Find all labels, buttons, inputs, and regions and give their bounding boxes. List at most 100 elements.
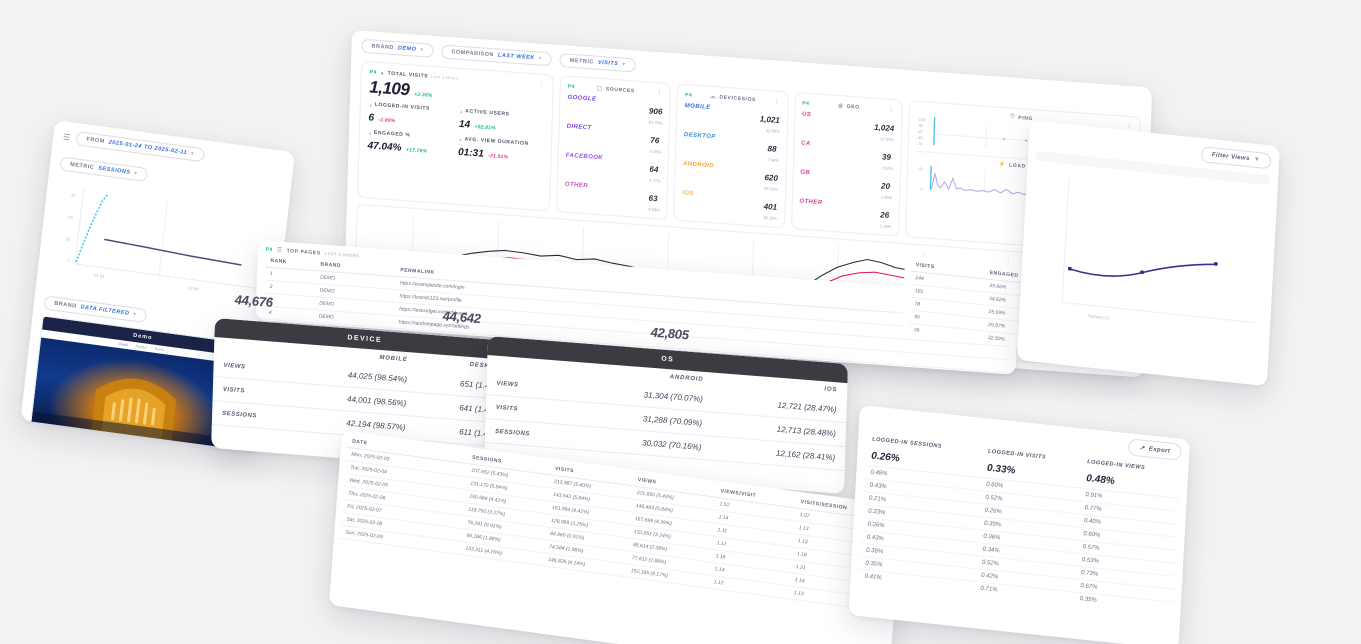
loggedin-table-sheet: ↗ Export Logged-in Sessions Logged-in Vi…: [848, 405, 1190, 644]
breakdown-row: Other 63 5.68%: [564, 182, 660, 213]
breakdown-row-label: Google: [567, 94, 597, 103]
breakdown-row-value: 39: [881, 152, 892, 162]
preview-tab-stories[interactable]: Stories: [135, 344, 147, 350]
breakdown-row-pct: 92.34%: [880, 136, 894, 143]
layers-icon: ▢: [596, 85, 603, 93]
breakdown-row: US 1,024 92.34%: [801, 112, 894, 143]
breakdown-row-label: Facebook: [565, 152, 604, 162]
brand-filter-value: Data Filtered: [80, 304, 130, 317]
kpi-card: P4 ▲ Total Visits Last 3 Hours ⋮ 1,109 +…: [356, 60, 555, 212]
filter-metric-label: Metric: [569, 57, 595, 66]
chart-icon: ▲: [379, 69, 385, 76]
breakdown-row-pct: 7.94%: [767, 157, 779, 163]
breakdown-row-label: iOS: [682, 190, 694, 197]
breakdown-row: Android 620 55.91%: [682, 161, 778, 192]
kpi-title: Total Visits: [387, 70, 429, 80]
breakdown-row-value: 1,021: [759, 114, 780, 125]
chevron-down-icon: ▾: [132, 311, 137, 318]
breakdown-row-value: 63: [648, 193, 658, 204]
trend-icon: ▲: [459, 108, 464, 114]
filter-brand[interactable]: Brand DEMO ▾: [361, 38, 434, 58]
kebab-menu-icon[interactable]: ⋮: [538, 81, 545, 88]
breakdown-row-pct: 5.68%: [648, 206, 660, 213]
breakdown-title: Sources: [605, 85, 635, 94]
kpi-badge: P4: [369, 68, 377, 76]
filter-views-label: Filter Views: [1211, 152, 1250, 163]
filter-metric-value: Visits: [597, 59, 619, 68]
svg-text:5s: 5s: [919, 166, 923, 171]
kpi-sub-metric: ▲ Active Users 14 +92.81%: [459, 108, 544, 138]
breakdown-row-pct: 36.16%: [763, 214, 777, 221]
globe-icon: ◉: [837, 103, 844, 110]
breakdown-row-label: US: [801, 111, 812, 119]
breakdown-row: Other 26 2.34%: [799, 199, 892, 230]
filter-brand-label: Brand: [371, 43, 395, 52]
top-pages-badge: P4: [265, 246, 273, 253]
export-label: Export: [1148, 445, 1171, 455]
svg-text:80: 80: [918, 123, 923, 128]
trend-icon: ▲: [367, 129, 373, 136]
breakdown-card-devices: P4 ☁ Devices/OS ⋮ Mobile 1,021 92.06% De: [673, 83, 789, 229]
export-icon: ↗: [1139, 445, 1145, 452]
svg-text:0: 0: [67, 258, 71, 263]
top-pages-title: Top Pages: [286, 247, 321, 257]
breakdown-row-value: 88: [767, 144, 777, 154]
kebab-menu-icon[interactable]: ⋮: [773, 98, 781, 105]
breakdown-row: Mobile 1,021 92.06%: [684, 103, 780, 134]
top-pages-subtitle: Last 3 Hours: [324, 250, 360, 259]
breakdown-title: Devices/OS: [719, 94, 757, 103]
preview-tab-reels[interactable]: Reels: [154, 346, 165, 352]
chevron-down-icon: ▾: [420, 46, 424, 54]
svg-text:10: 10: [65, 236, 71, 242]
brand-filter-label: Brand: [53, 300, 77, 310]
sliders-icon[interactable]: ☰: [62, 131, 71, 142]
filter-views-button[interactable]: Filter Views ▼: [1200, 146, 1272, 170]
filter-metric[interactable]: Metric Visits ▾: [559, 52, 636, 73]
chevron-down-icon: ▾: [538, 55, 542, 62]
loggedin-table: Logged-in Sessions Logged-in Visits Logg…: [858, 432, 1180, 615]
kpi-sub-value: 6: [368, 112, 375, 124]
breakdown-row-label: GB: [800, 169, 811, 177]
metric-filter-label: Metric: [69, 161, 95, 171]
post-preview-card: Demo Feed Stories Reels: [24, 315, 245, 453]
breakdown-title: Geo: [846, 103, 860, 111]
metric-filter-value: Sessions: [97, 165, 131, 176]
breakdown-row: GB 20 1.80%: [800, 170, 893, 201]
preview-meta: 1,204 likes · 87 comments: [35, 427, 76, 437]
trend-icon: ▲: [368, 101, 373, 108]
metric-filter[interactable]: Metric Sessions ▾: [59, 156, 149, 183]
funnel-icon: ▼: [1253, 156, 1261, 164]
breakdown-row-label: CA: [801, 140, 811, 148]
filter-comparison[interactable]: Comparison Last Week ▾: [441, 44, 553, 67]
breakdown-row: CA 39 3.52%: [801, 141, 894, 172]
kebab-menu-icon[interactable]: ⋮: [888, 106, 895, 114]
kpi-sub-delta: -21.91%: [488, 153, 509, 161]
svg-text:20: 20: [67, 214, 74, 220]
breakdown-row-label: Other: [564, 181, 589, 190]
breakdown-row-value: 64: [649, 164, 659, 175]
kpi-sub-metric: ▲ Logged-in Visits 6 -1.89%: [368, 101, 453, 131]
breakdown-card-sources: P4 ▢ Sources ⋮ Google 906 81.70% Direct: [556, 75, 672, 221]
breakdown-row-label: Android: [682, 161, 714, 170]
total-visits: 44,642: [442, 308, 481, 327]
trend-icon: ▲: [458, 136, 463, 142]
breakdown-row: Facebook 64 5.77%: [565, 153, 661, 184]
preview-tab-feed[interactable]: Feed: [119, 341, 128, 348]
svg-text:01-31: 01-31: [94, 273, 105, 279]
svg-text:02-08: 02-08: [188, 285, 200, 291]
breakdown-row-pct: 1.80%: [880, 194, 893, 201]
export-button[interactable]: ↗ Export: [1127, 438, 1182, 461]
kebab-menu-icon[interactable]: ⋮: [656, 90, 664, 97]
kpi-value: 1,109: [369, 77, 410, 100]
right-panel-axis-label: February 21: [1087, 313, 1109, 320]
preview-photo: [31, 337, 242, 451]
kpi-sub-delta: -1.89%: [378, 117, 396, 125]
kpi-sub-value: 47.04%: [367, 140, 402, 154]
kpi-sub-metric: ▲ Avg. View Duration 01:31 -21.91%: [458, 136, 543, 166]
chevron-down-icon: ▾: [622, 61, 626, 68]
preview-thumb[interactable]: [30, 443, 81, 453]
breakdown-row-label: Other: [799, 198, 823, 207]
breakdown-row-pct: 5.77%: [649, 177, 661, 184]
kpi-sub-metric: ▲ Engaged % 47.04% +17.76%: [367, 129, 452, 159]
breakdown-card-geo: P4 ◉ Geo ⋮ US 1,024 92.34% CA: [790, 91, 904, 237]
